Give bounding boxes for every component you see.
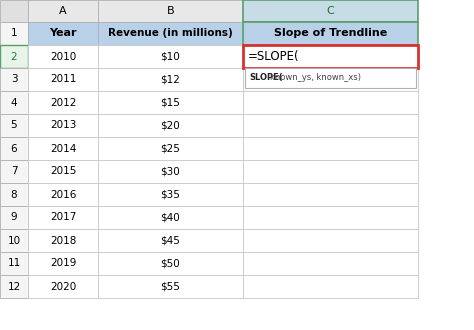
Text: Slope of Trendline: Slope of Trendline: [274, 28, 387, 39]
Bar: [0, 183, 28, 206]
Bar: [98, 252, 243, 275]
Bar: [243, 275, 418, 298]
Text: 11: 11: [8, 258, 21, 269]
Bar: [243, 229, 418, 252]
Bar: [0, 137, 28, 160]
Text: 7: 7: [11, 167, 18, 177]
Text: 8: 8: [11, 189, 18, 200]
Bar: [28, 275, 98, 298]
Text: 2020: 2020: [50, 281, 76, 291]
Bar: [243, 252, 418, 275]
Bar: [28, 22, 98, 45]
Bar: [98, 68, 243, 91]
Text: 2: 2: [11, 51, 18, 61]
Bar: [28, 114, 98, 137]
Bar: [0, 68, 28, 91]
Text: 2014: 2014: [50, 144, 76, 153]
Bar: [28, 229, 98, 252]
Text: $50: $50: [161, 258, 181, 269]
Text: =SLOPE(: =SLOPE(: [248, 50, 300, 63]
Bar: [0, 160, 28, 183]
Bar: [28, 183, 98, 206]
Text: B: B: [167, 6, 174, 16]
Bar: [0, 206, 28, 229]
Bar: [28, 252, 98, 275]
Bar: [98, 91, 243, 114]
Bar: [98, 183, 243, 206]
Bar: [98, 206, 243, 229]
Text: $30: $30: [161, 167, 181, 177]
Bar: [243, 45, 418, 68]
Text: 2018: 2018: [50, 236, 76, 246]
Bar: [98, 45, 243, 68]
Bar: [243, 22, 418, 45]
Text: C: C: [327, 6, 334, 16]
Bar: [0, 0, 28, 22]
Text: 4: 4: [11, 97, 18, 108]
Bar: [98, 0, 243, 22]
Bar: [243, 114, 418, 137]
Text: 6: 6: [11, 144, 18, 153]
Text: 10: 10: [8, 236, 20, 246]
Bar: [98, 160, 243, 183]
Bar: [98, 114, 243, 137]
Text: $45: $45: [161, 236, 181, 246]
Text: $40: $40: [161, 213, 181, 222]
Bar: [28, 206, 98, 229]
Text: Revenue (in millions): Revenue (in millions): [108, 28, 233, 39]
Bar: [0, 45, 28, 68]
Bar: [0, 229, 28, 252]
Text: 12: 12: [8, 281, 21, 291]
Text: SLOPE(: SLOPE(: [249, 73, 283, 82]
Text: 2019: 2019: [50, 258, 76, 269]
Text: $55: $55: [161, 281, 181, 291]
Text: 2017: 2017: [50, 213, 76, 222]
Text: 2013: 2013: [50, 120, 76, 130]
Text: $20: $20: [161, 120, 181, 130]
Bar: [28, 0, 98, 22]
Bar: [98, 229, 243, 252]
Text: known_ys, known_xs): known_ys, known_xs): [270, 73, 361, 82]
Text: $10: $10: [161, 51, 181, 61]
Bar: [0, 275, 28, 298]
Bar: [28, 45, 98, 68]
Text: 9: 9: [11, 213, 18, 222]
Bar: [0, 91, 28, 114]
Bar: [28, 160, 98, 183]
Text: 2015: 2015: [50, 167, 76, 177]
Text: 1: 1: [11, 28, 18, 39]
Text: 3: 3: [11, 75, 18, 84]
Bar: [243, 91, 418, 114]
Bar: [28, 68, 98, 91]
Bar: [98, 275, 243, 298]
Bar: [243, 0, 418, 22]
Bar: [0, 22, 28, 45]
Bar: [28, 91, 98, 114]
Bar: [243, 183, 418, 206]
Text: 2010: 2010: [50, 51, 76, 61]
Bar: [243, 137, 418, 160]
Bar: [98, 22, 243, 45]
Bar: [243, 68, 418, 91]
Text: 2016: 2016: [50, 189, 76, 200]
Text: 2011: 2011: [50, 75, 76, 84]
Text: A: A: [59, 6, 67, 16]
Bar: [243, 206, 418, 229]
Text: Year: Year: [49, 28, 77, 39]
Text: 5: 5: [11, 120, 18, 130]
Bar: [0, 114, 28, 137]
Text: $25: $25: [161, 144, 181, 153]
Bar: [0, 252, 28, 275]
Bar: [98, 137, 243, 160]
Bar: [245, 68, 416, 87]
Bar: [28, 137, 98, 160]
Text: 2012: 2012: [50, 97, 76, 108]
Text: $35: $35: [161, 189, 181, 200]
Bar: [243, 160, 418, 183]
Text: $12: $12: [161, 75, 181, 84]
Text: $15: $15: [161, 97, 181, 108]
